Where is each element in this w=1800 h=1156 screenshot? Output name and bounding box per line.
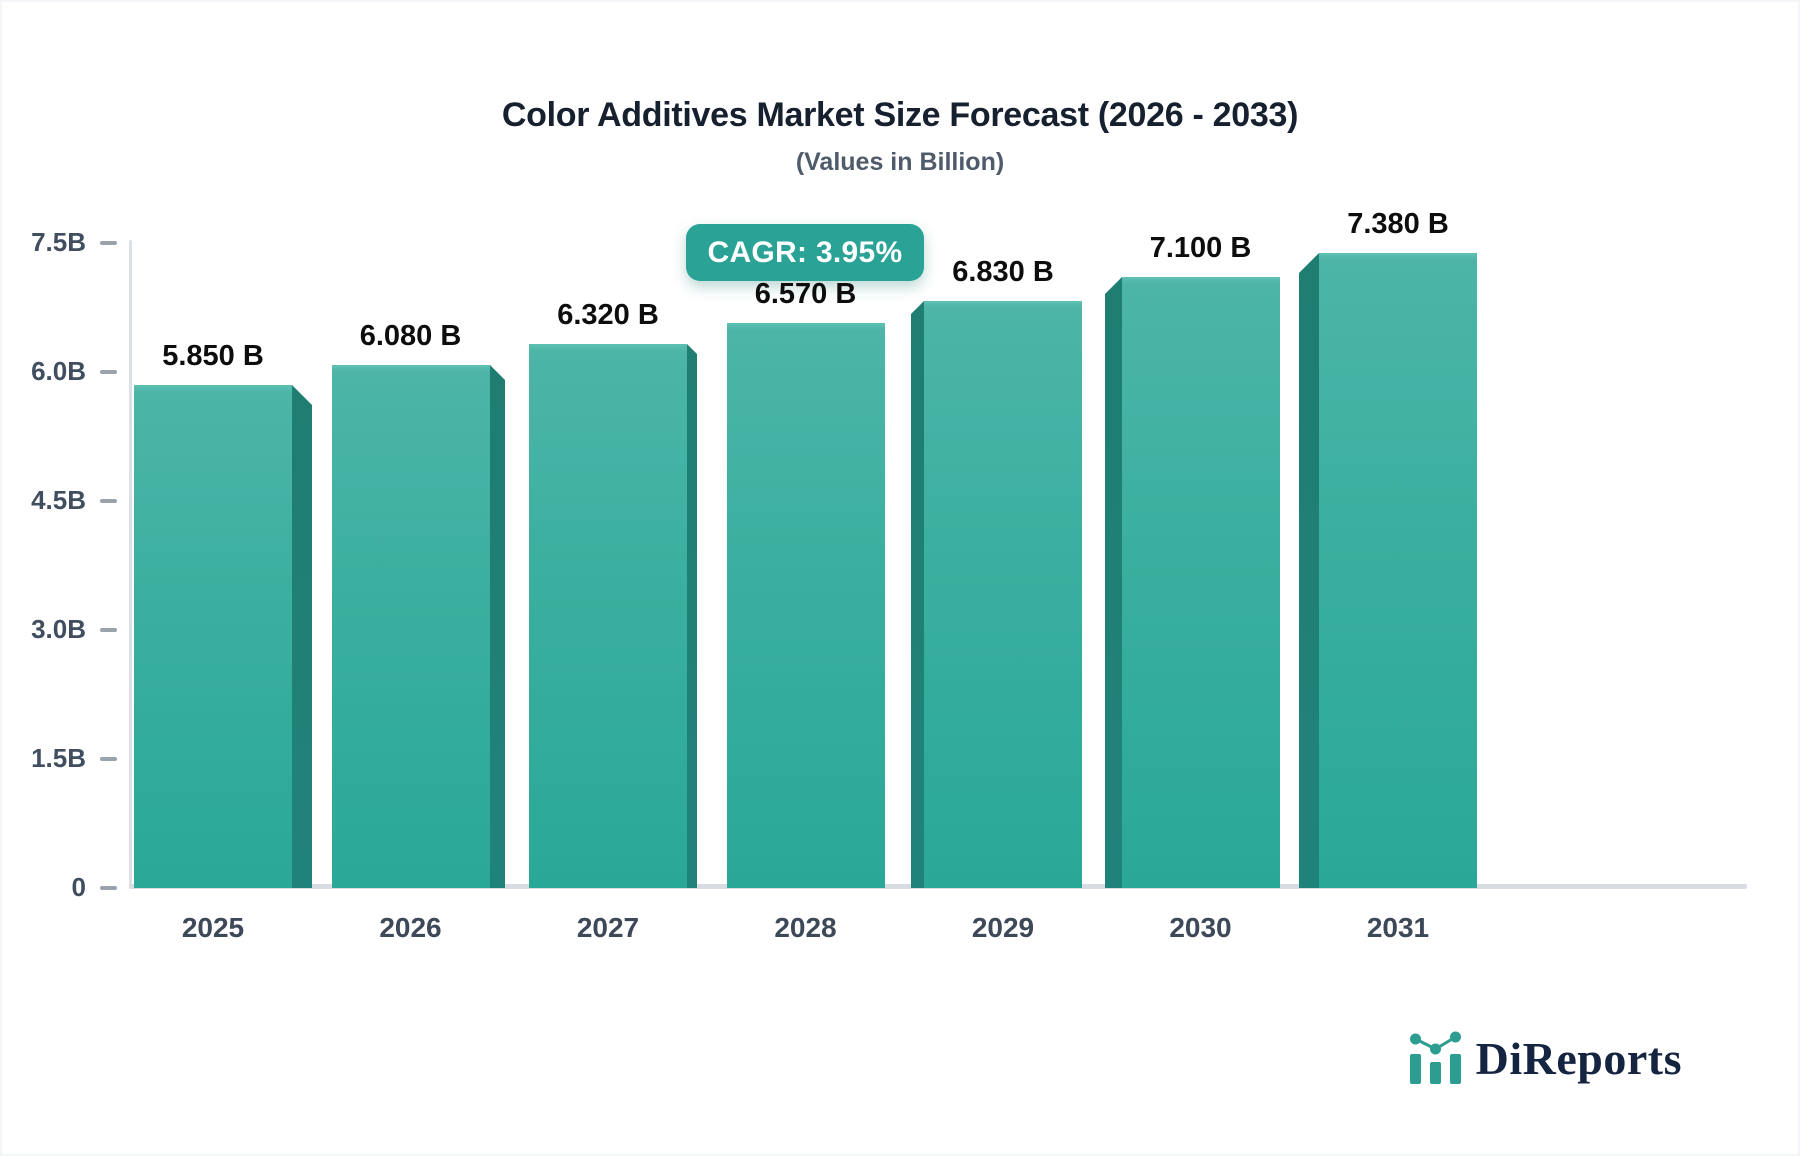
bar-value-label: 5.850 B: [162, 340, 264, 372]
bar: [727, 323, 885, 888]
bar-side-face: [292, 385, 312, 888]
y-tick-dash: [100, 241, 117, 245]
bar-value-label: 6.080 B: [359, 320, 462, 352]
bar-side-face: [687, 344, 697, 888]
brand-name: DiReports: [1475, 1032, 1682, 1084]
y-tick-dash: [100, 757, 117, 761]
y-tick-dash: [100, 370, 117, 374]
chart-subtitle: (Values in Billion): [795, 148, 1005, 176]
x-tick-label: 2029: [971, 912, 1035, 943]
bar: [1122, 277, 1280, 888]
y-tick-dash: [100, 628, 117, 632]
bar: [332, 365, 490, 888]
bar-side-face: [911, 301, 924, 888]
bar-side-face: [1299, 253, 1319, 888]
x-tick-label: 2027: [576, 912, 640, 943]
bar-value-label: 7.380 B: [1347, 208, 1449, 240]
brand-logo: DiReports: [1404, 1026, 1682, 1090]
y-tick-label: 1.5B: [31, 743, 86, 773]
x-tick-label: 2030: [1169, 912, 1232, 943]
x-tick-label: 2025: [181, 912, 245, 943]
bar-value-label: 6.570 B: [754, 278, 857, 310]
bar-value-label: 7.100 B: [1149, 232, 1252, 264]
cagr-badge: CAGR: 3.95%: [686, 224, 924, 281]
y-tick-dash: [100, 499, 117, 503]
bar-chart-logo-icon: [1409, 1031, 1461, 1084]
bar-value-label: 6.830 B: [952, 256, 1054, 288]
y-tick-label: 7.5B: [31, 227, 86, 257]
bar: [529, 344, 687, 888]
bar: [1319, 253, 1477, 888]
y-tick-label: 4.5B: [31, 485, 86, 515]
bar: [924, 301, 1082, 888]
bar-value-label: 6.320 B: [557, 299, 659, 331]
y-axis-line: [129, 240, 132, 888]
chart-title: Color Additives Market Size Forecast (20…: [501, 96, 1299, 134]
bar-side-face: [1105, 277, 1122, 888]
x-tick-label: 2031: [1366, 912, 1430, 943]
bar-side-face: [490, 365, 505, 888]
bar: [134, 385, 292, 888]
y-tick-dash: [100, 886, 117, 890]
y-tick-label: 0: [71, 872, 86, 902]
y-tick-label: 6.0B: [31, 356, 86, 386]
x-tick-label: 2028: [774, 912, 837, 943]
x-tick-label: 2026: [379, 912, 442, 943]
y-tick-label: 3.0B: [31, 614, 86, 644]
